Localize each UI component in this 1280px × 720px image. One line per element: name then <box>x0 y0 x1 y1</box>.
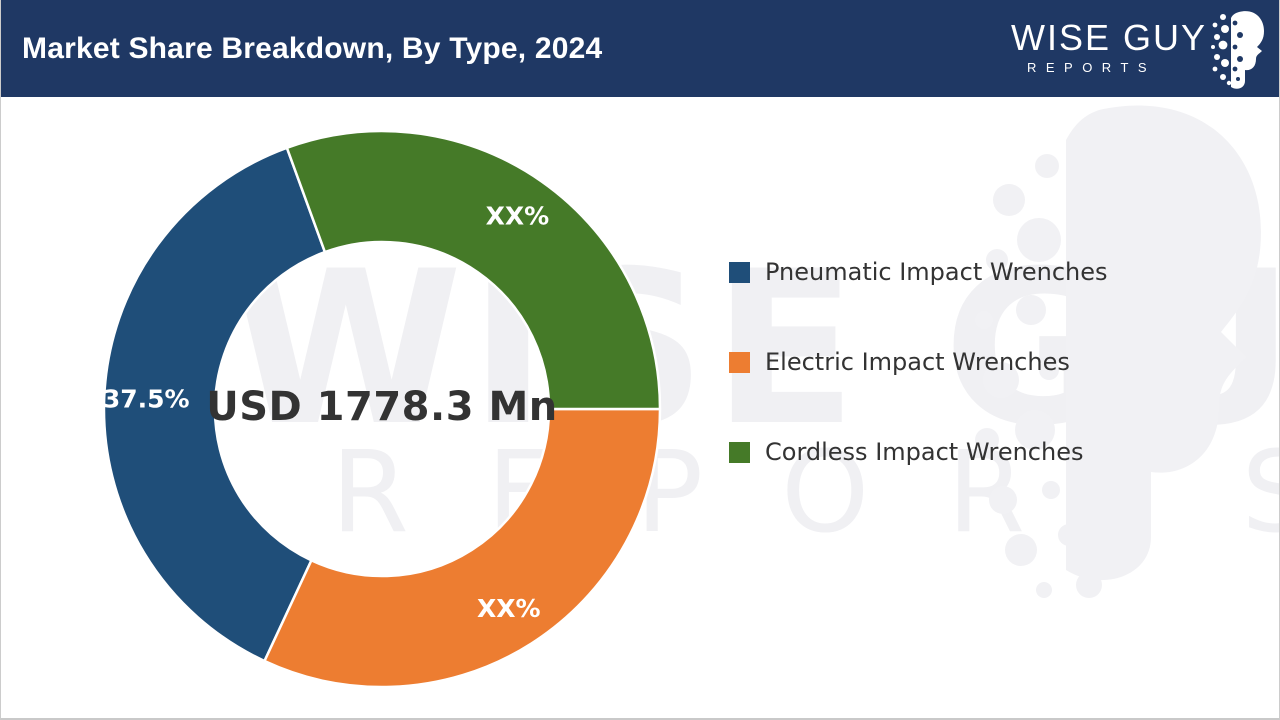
legend-item-electric: Electric Impact Wrenches <box>729 348 1070 376</box>
brand-logo: WISE GUY REPORTS <box>1011 6 1267 90</box>
page-title: Market Share Breakdown, By Type, 2024 <box>22 31 603 65</box>
legend-label: Cordless Impact Wrenches <box>765 438 1084 466</box>
legend-swatch-cordless <box>729 441 750 463</box>
chart-center-value: USD 1778.3 Mn <box>206 384 558 430</box>
donut-segment-2 <box>285 129 662 411</box>
legend-item-cordless: Cordless Impact Wrenches <box>729 438 1083 466</box>
donut-segment-1 <box>263 407 662 689</box>
legend-item-pneumatic: Pneumatic Impact Wrenches <box>729 258 1108 286</box>
header: Market Share Breakdown, By Type, 2024 WI… <box>1 0 1279 97</box>
brand-head-icon <box>1211 11 1264 89</box>
legend-swatch-electric <box>729 351 750 373</box>
brand-logo-text: WISE GUY REPORTS <box>1010 17 1207 76</box>
segment-value-label-2: XX% <box>486 202 550 231</box>
segment-value-label-0: 37.5% <box>103 385 190 414</box>
segment-value-label-1: XX% <box>477 594 541 623</box>
brand-subtitle: REPORTS <box>1026 60 1157 75</box>
legend-label: Electric Impact Wrenches <box>765 348 1070 376</box>
legend-label: Pneumatic Impact Wrenches <box>765 258 1108 286</box>
legend-swatch-pneumatic <box>729 261 750 283</box>
brand-name: WISE GUY <box>1010 17 1207 58</box>
